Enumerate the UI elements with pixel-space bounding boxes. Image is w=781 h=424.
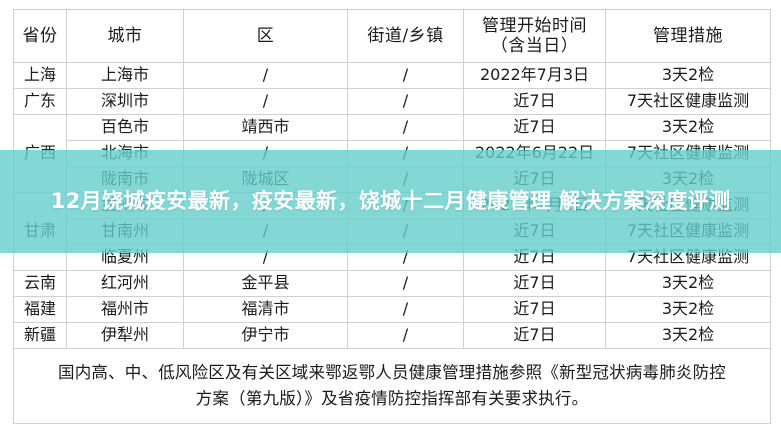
column-header-town-line1: 街道/乡镇 [367, 25, 444, 46]
cell-province: 福建 [13, 296, 67, 323]
cell-district: 伊宁市 [183, 322, 348, 349]
cell-city: 百色市 [66, 114, 184, 141]
table-row: 福建 福州市 福清市 / 近7日 3天2检 [13, 296, 771, 323]
cell-town: / [347, 62, 464, 89]
cell-province: 广东 [13, 88, 67, 115]
cell-province: 云南 [13, 270, 67, 297]
cell-district: 金平县 [183, 270, 348, 297]
table-header: 省份 城市 区 街道/乡镇 管理开始时间 （含当日） 管理措施 [13, 9, 771, 63]
cell-district: 福清市 [183, 296, 348, 323]
column-header-district-line1: 区 [256, 25, 275, 46]
cell-measure: 7天社区健康监测 [605, 88, 771, 115]
cell-start-time: 近7日 [463, 114, 606, 141]
cell-city: 深圳市 [66, 88, 184, 115]
table-note-cell: 国内高、中、低风险区及有关区域来鄂返鄂人员健康管理措施参照《新型冠状病毒肺炎防控… [13, 348, 771, 424]
cell-town: / [347, 270, 464, 297]
column-header-measure: 管理措施 [605, 9, 771, 63]
column-header-province-line1: 省份 [22, 25, 58, 46]
cell-start-time: 近7日 [463, 322, 606, 349]
overlay-banner: 12月饶城疫安最新，疫安最新，饶城十二月健康管理 解决方案深度评测 [0, 150, 781, 253]
column-header-start-time-line2: （含当日） [490, 36, 579, 56]
cell-start-time: 2022年7月3日 [463, 62, 606, 89]
table-row: 上海 上海市 //2022年7月3日 3天2检 [13, 62, 771, 89]
overlay-banner-line2: 解决方案深度评测 [559, 189, 731, 214]
cell-start-time: 近7日 [463, 296, 606, 323]
cell-city: 伊犁州 [66, 322, 184, 349]
table-row: 广东 深圳市 / / 近7日 7天社区健康监测 [13, 88, 771, 115]
column-header-start-time-line1: 管理开始时间 [482, 15, 587, 36]
column-header-measure-line1: 管理措施 [653, 25, 723, 46]
cell-town: / [347, 296, 464, 323]
cell-district: / [183, 62, 348, 89]
cell-measure: 3天2检 [605, 114, 771, 141]
table-row: 新疆 伊犁州 伊宁市 / 近7日 3天2检 [13, 322, 771, 349]
overlay-banner-text: 12月饶城疫安最新，疫安最新，饶城十二月健康管理 解决方案深度评测 [51, 186, 731, 216]
cell-town: / [347, 114, 464, 141]
cell-measure: 3天2检 [605, 296, 771, 323]
cell-measure: 3天2检 [605, 322, 771, 349]
column-header-city: 城市 [66, 9, 184, 63]
cell-city: 红河州 [66, 270, 184, 297]
column-header-start-time: 管理开始时间 （含当日） [463, 9, 606, 63]
table-note-line2: 方案（第九版）》及省疫情防控指挥部有关要求执行。 [195, 389, 589, 408]
cell-city: 福州市 [66, 296, 184, 323]
cell-town: / [347, 88, 464, 115]
cell-district: 靖西市 [183, 114, 348, 141]
cell-start-time: 近7日 [463, 88, 606, 115]
column-header-province: 省份 [13, 9, 67, 63]
cell-province: 上海 [13, 62, 67, 89]
cell-city: 上海市 [66, 62, 184, 89]
table-header-row: 省份 城市 区 街道/乡镇 管理开始时间 （含当日） 管理措施 [13, 9, 771, 63]
column-header-district: 区 [183, 9, 348, 63]
cell-start-time: 近7日 [463, 270, 606, 297]
table-note-row: 国内高、中、低风险区及有关区域来鄂返鄂人员健康管理措施参照《新型冠状病毒肺炎防控… [13, 348, 771, 424]
column-header-city-line1: 城市 [107, 25, 143, 46]
table-row: 云南 红河州 金平县 / 近7日 3天2检 [13, 270, 771, 297]
cell-measure: 3天2检 [605, 62, 771, 89]
table-note-line1: 国内高、中、低风险区及有关区域来鄂返鄂人员健康管理措施参照《新型冠状病毒肺炎防控 [58, 363, 726, 383]
cell-province: 新疆 [13, 322, 67, 349]
overlay-banner-line1: 12月饶城疫安最新，疫安最新，饶城十二月健康管理 [50, 189, 552, 214]
cell-measure: 3天2检 [605, 270, 771, 297]
column-header-town: 街道/乡镇 [347, 9, 464, 63]
cell-district: / [183, 88, 348, 115]
cell-town: / [347, 322, 464, 349]
screenshot-root: 省份 城市 区 街道/乡镇 管理开始时间 （含当日） 管理措施 [0, 9, 781, 424]
